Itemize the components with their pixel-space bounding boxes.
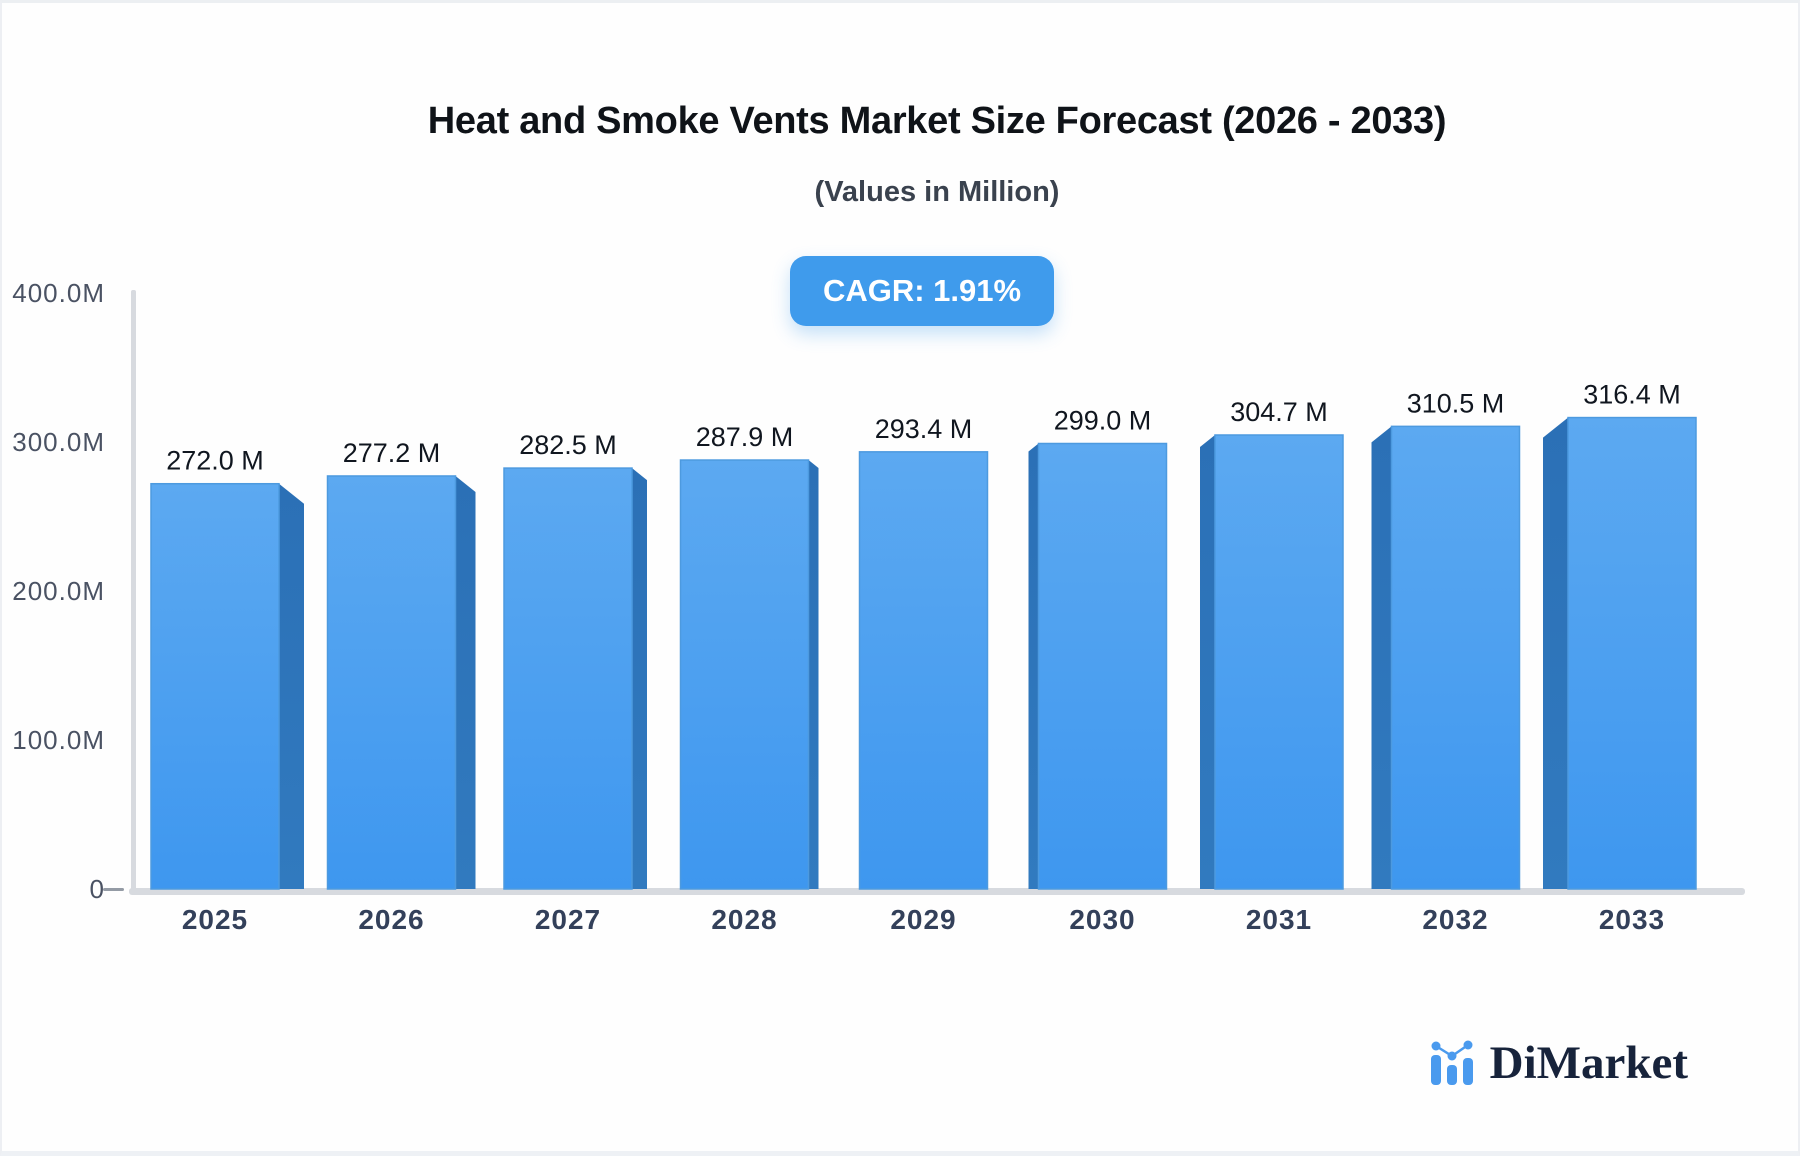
xtick-label-2031: 2031 — [1246, 904, 1312, 935]
xtick-label-2030: 2030 — [1069, 904, 1135, 935]
bar-group-2025: 272.0 M 2025 — [150, 446, 304, 935]
bar-side-face-2028 — [808, 460, 819, 889]
xtick-label-2026: 2026 — [358, 904, 424, 935]
bar-2026[interactable] — [326, 475, 457, 890]
bar-value-label-2026: 277.2 M — [343, 438, 441, 468]
bar-group-2026: 277.2 M 2026 — [326, 438, 476, 935]
bar-2032[interactable] — [1390, 425, 1521, 890]
xtick-label-2033: 2033 — [1599, 904, 1665, 935]
bar-side-face-2026 — [455, 475, 476, 889]
bar-group-2027: 282.5 M 2027 — [503, 430, 647, 935]
xtick-label-2027: 2027 — [535, 904, 601, 935]
bar-2031[interactable] — [1214, 434, 1344, 890]
bar-value-label-2032: 310.5 M — [1407, 388, 1505, 418]
ytick-label-200.0M: 200.0M — [12, 576, 105, 606]
bar-side-face-2031 — [1200, 434, 1215, 889]
xtick-label-2028: 2028 — [711, 904, 777, 935]
brand-logo: DiMarket — [1429, 1039, 1688, 1087]
cagr-badge: CAGR: 1.91% — [790, 256, 1054, 326]
bar-group-2030: 299.0 M 2030 — [1028, 405, 1168, 935]
chart-subtitle: (Values in Million) — [814, 176, 1060, 208]
bar-2029[interactable] — [858, 451, 989, 890]
bar-value-label-2028: 287.9 M — [696, 422, 794, 452]
bar-value-label-2027: 282.5 M — [519, 430, 617, 460]
ytick-label-100.0M: 100.0M — [12, 725, 105, 755]
mini-bar-chart-icon — [1430, 1040, 1473, 1085]
bar-side-face-2032 — [1371, 426, 1392, 889]
bar-group-2029: 293.4 M 2029 — [858, 414, 989, 935]
logo-bar-1 — [1430, 1055, 1441, 1085]
bar-side-face-2027 — [632, 468, 647, 889]
ytick-label-400.0M: 400.0M — [12, 278, 105, 308]
ytick-label-300.0M: 300.0M — [12, 427, 105, 457]
bar-value-label-2025: 272.0 M — [166, 446, 264, 476]
bar-value-label-2033: 316.4 M — [1583, 380, 1681, 410]
cagr-badge-label: CAGR: 1.91% — [822, 273, 1022, 308]
bar-chart-canvas: 400.0M 300.0M 200.0M 100.0M 0 272.0 M 2025 277.… — [12, 278, 1745, 935]
bar-side-face-2033 — [1543, 417, 1568, 889]
bar-group-2032: 310.5 M 2032 — [1371, 388, 1521, 935]
bar-group-2031: 304.7 M 2031 — [1200, 397, 1344, 935]
bar-2028[interactable] — [679, 459, 810, 890]
bar-group-2028: 287.9 M 2028 — [679, 422, 819, 935]
bar-value-label-2030: 299.0 M — [1054, 405, 1152, 435]
logo-dot-1 — [1431, 1041, 1441, 1051]
ytick-label-0: 0 — [90, 874, 105, 904]
bar-2027[interactable] — [503, 467, 633, 890]
ytick-dash-zero — [103, 888, 124, 891]
bar-2033[interactable] — [1567, 416, 1697, 890]
bar-side-face-2030 — [1028, 443, 1039, 889]
brand-name: DiMarket — [1489, 1037, 1688, 1089]
bar-value-label-2029: 293.4 M — [875, 414, 973, 444]
xtick-label-2025: 2025 — [182, 904, 248, 935]
logo-dot-3 — [1463, 1040, 1473, 1050]
bar-value-label-2031: 304.7 M — [1230, 397, 1328, 427]
xtick-label-2032: 2032 — [1422, 904, 1488, 935]
chart-title: Heat and Smoke Vents Market Size Forecas… — [427, 100, 1447, 142]
bar-2030[interactable] — [1037, 442, 1168, 890]
bar-group-2033: 316.4 M 2033 — [1543, 380, 1697, 935]
logo-bar-2 — [1446, 1065, 1457, 1085]
logo-bar-3 — [1462, 1058, 1473, 1085]
bar-2025[interactable] — [150, 482, 280, 890]
bar-side-face-2025 — [279, 483, 304, 889]
logo-dot-2 — [1447, 1051, 1457, 1061]
y-axis-line — [131, 290, 136, 894]
xtick-label-2029: 2029 — [890, 904, 956, 935]
